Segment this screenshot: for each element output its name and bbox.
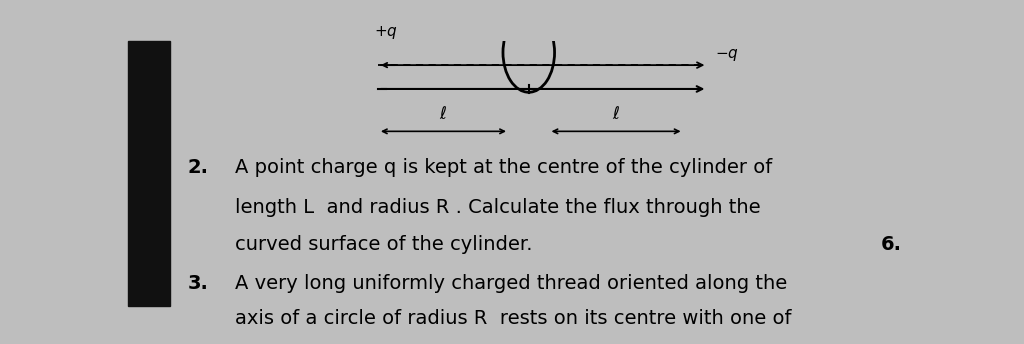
Text: length L  and radius R . Calculate the flux through the: length L and radius R . Calculate the fl…	[236, 197, 761, 217]
Bar	[128, 41, 170, 306]
Text: 2.: 2.	[187, 158, 209, 177]
Text: $+q$: $+q$	[374, 24, 398, 41]
Text: 3.: 3.	[187, 275, 209, 293]
Text: 6.: 6.	[881, 235, 902, 254]
Text: curved surface of the cylinder.: curved surface of the cylinder.	[236, 235, 532, 254]
Text: $\ell$: $\ell$	[612, 105, 621, 123]
Text: $-q$: $-q$	[715, 46, 739, 63]
Text: axis of a circle of radius R  rests on its centre with one of: axis of a circle of radius R rests on it…	[236, 309, 792, 328]
Text: A point charge q is kept at the centre of the cylinder of: A point charge q is kept at the centre o…	[236, 158, 772, 177]
Text: $\ell$: $\ell$	[439, 105, 447, 123]
Text: A very long uniformly charged thread oriented along the: A very long uniformly charged thread ori…	[236, 275, 787, 293]
